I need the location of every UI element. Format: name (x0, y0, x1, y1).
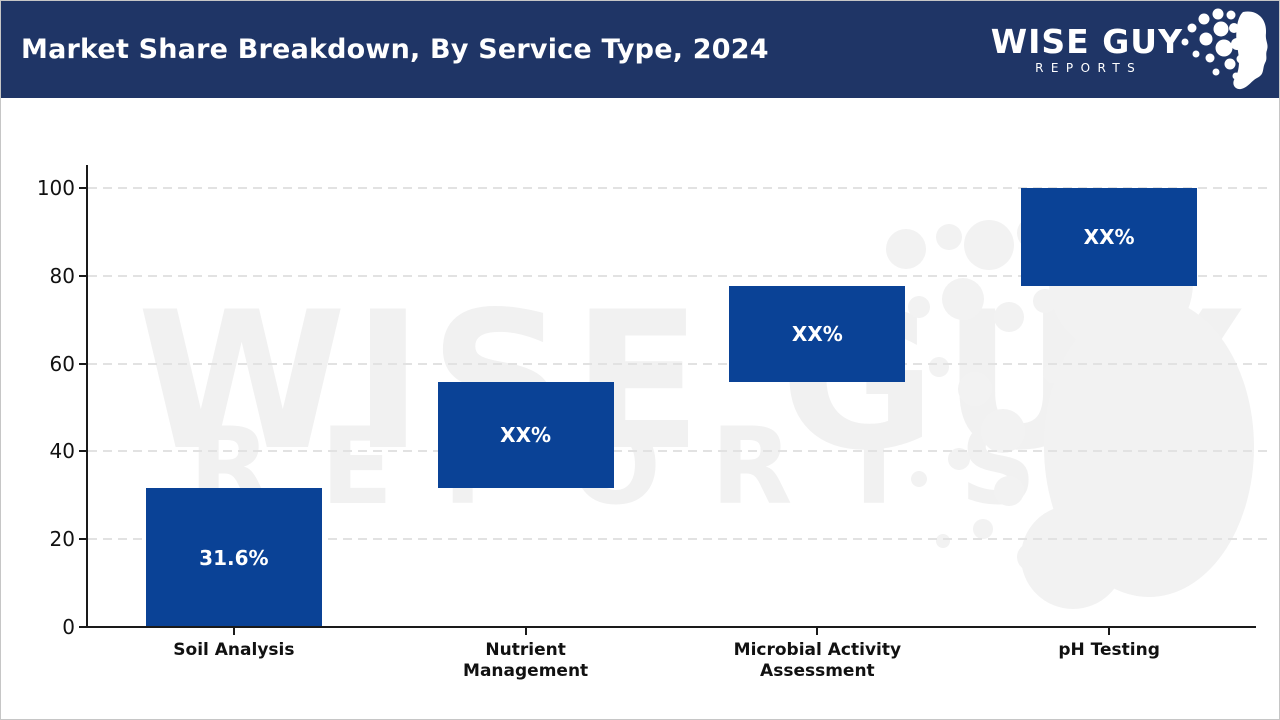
bar-value-label: 31.6% (199, 545, 269, 570)
gridline-60 (88, 362, 1267, 365)
watermark-dot-14 (911, 471, 927, 487)
logo-text: WISE GUY REPORTS (991, 25, 1183, 75)
gridline-20 (88, 538, 1267, 541)
watermark-dot-0 (886, 229, 926, 269)
dotted-face-icon (1181, 8, 1268, 89)
watermark-dot-9 (981, 409, 1025, 453)
gridline-80 (88, 274, 1267, 277)
y-tick-80 (79, 274, 87, 277)
watermark-dot-11 (994, 476, 1024, 506)
y-tick-label-80: 80 (49, 263, 75, 288)
gridline-100 (88, 187, 1267, 189)
watermark-dot-5 (942, 278, 984, 320)
x-tick-3 (1108, 628, 1111, 635)
y-tick-0 (79, 626, 87, 628)
y-tick-label-60: 60 (49, 351, 75, 376)
watermark-dot-7 (929, 357, 949, 377)
logo-subtitle: REPORTS (1035, 60, 1143, 75)
watermark-dot-1 (936, 224, 962, 250)
watermark-dot-4 (908, 296, 930, 318)
chart-title: Market Share Breakdown, By Service Type,… (21, 34, 769, 65)
wise-guy-logo: WISE GUY REPORTS (991, 6, 1279, 94)
y-tick-label-0: 0 (62, 615, 75, 639)
y-tick-100 (79, 187, 87, 189)
y-tick-label-100: 100 (36, 176, 75, 200)
bar-value-label: XX% (500, 423, 552, 448)
y-tick-label-20: 20 (49, 527, 75, 552)
bar-value-label: XX% (791, 322, 843, 347)
y-tick-label-40: 40 (49, 439, 75, 464)
logo-wordmark: WISE GUY (990, 21, 1183, 61)
gridline-40 (88, 450, 1267, 453)
x-tick-2 (816, 628, 819, 635)
watermark-dot-6 (994, 302, 1024, 332)
category-label-2: Microbial Activity Assessment (733, 640, 902, 681)
category-label-0: Soil Analysis (173, 640, 295, 660)
watermark-face-blob-2 (1021, 505, 1125, 609)
watermark-dot-12 (973, 519, 993, 539)
bar-microbial-activity-assessment: XX% (729, 285, 906, 383)
watermark-dot-15 (936, 534, 950, 548)
bar-nutrient-management: XX% (437, 382, 614, 489)
bar-value-label: XX% (1083, 224, 1135, 249)
header-bar: Market Share Breakdown, By Service Type,… (1, 1, 1279, 98)
x-axis-line (86, 626, 1256, 628)
bar-ph-testing: XX% (1021, 188, 1198, 286)
watermark-dot-8 (958, 372, 992, 406)
category-label-1: Nutrient Management (463, 640, 589, 681)
y-tick-60 (79, 362, 87, 365)
y-tick-40 (79, 450, 87, 453)
watermark-dot-10 (948, 448, 970, 470)
watermark-dot-2 (964, 220, 1014, 270)
y-tick-20 (79, 538, 87, 541)
y-axis-line (86, 165, 88, 628)
x-tick-0 (232, 628, 235, 635)
x-tick-1 (524, 628, 527, 635)
category-label-3: pH Testing (1058, 640, 1160, 660)
bar-soil-analysis: 31.6% (145, 488, 322, 627)
